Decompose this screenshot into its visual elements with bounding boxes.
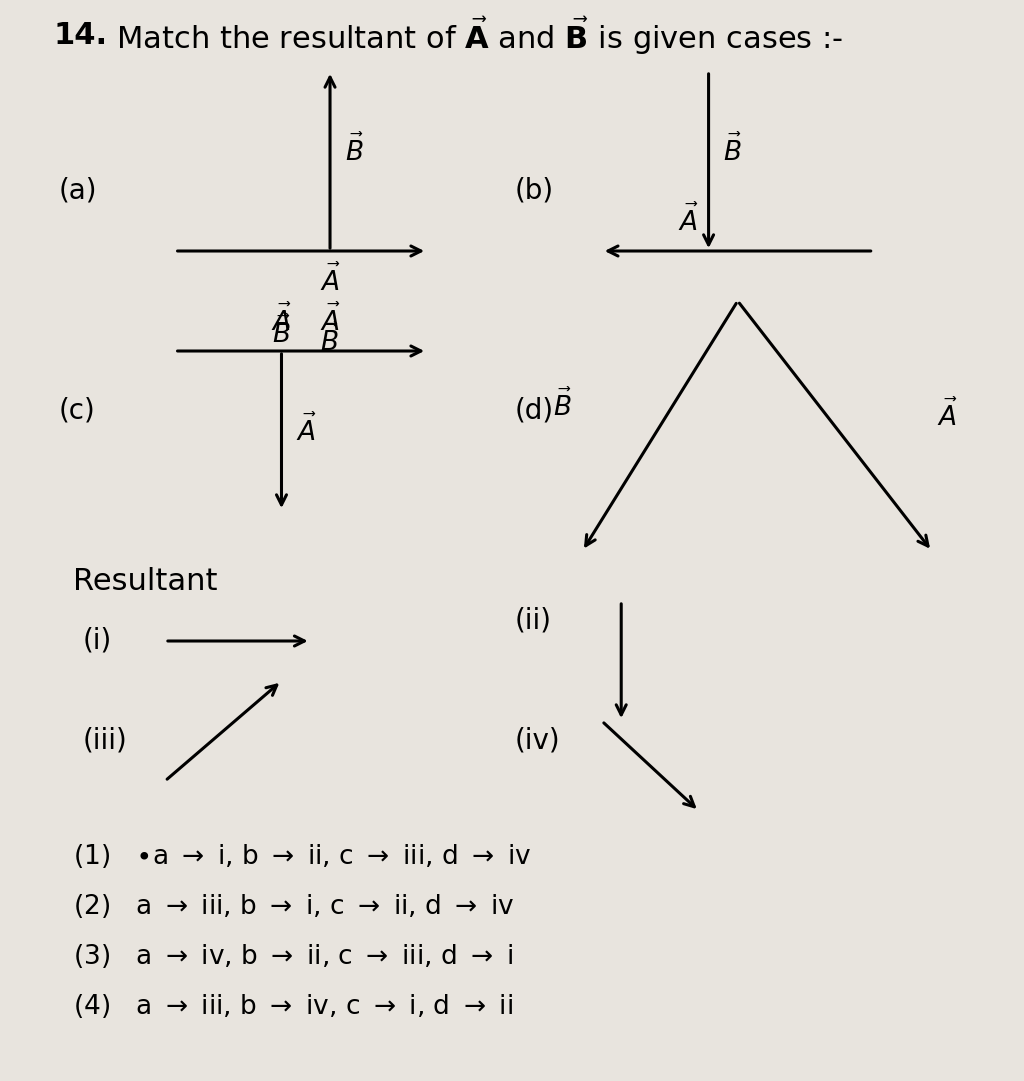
Text: $\vec{A}$: $\vec{A}$ (271, 305, 292, 337)
Text: $\vec{A}$: $\vec{A}$ (321, 305, 341, 337)
Text: (4)   a $\rightarrow$ iii, b $\rightarrow$ iv, c $\rightarrow$ i, d $\rightarrow: (4) a $\rightarrow$ iii, b $\rightarrow$… (73, 992, 513, 1020)
Text: (a): (a) (58, 177, 96, 205)
Text: $\vec{A}$: $\vec{A}$ (678, 204, 698, 237)
Text: $\vec{A}$: $\vec{A}$ (937, 400, 957, 432)
Text: (b): (b) (514, 177, 554, 205)
Text: (ii): (ii) (514, 608, 552, 635)
Text: $\vec{B}$: $\vec{B}$ (723, 135, 742, 168)
Text: (2)   a $\rightarrow$ iii, b $\rightarrow$ i, c $\rightarrow$ ii, d $\rightarrow: (2) a $\rightarrow$ iii, b $\rightarrow$… (73, 892, 514, 920)
Text: (d): (d) (514, 397, 554, 425)
Text: Match the resultant of $\vec{\mathbf{A}}$ and $\vec{\mathbf{B}}$ is given cases : Match the resultant of $\vec{\mathbf{A}}… (97, 15, 843, 57)
Text: 14.: 14. (53, 22, 108, 51)
Text: $\vec{B}$: $\vec{B}$ (345, 135, 364, 168)
Text: $\vec{B}$: $\vec{B}$ (553, 390, 572, 423)
Text: Resultant: Resultant (73, 566, 217, 596)
Text: (3)   a $\rightarrow$ iv, b $\rightarrow$ ii, c $\rightarrow$ iii, d $\rightarro: (3) a $\rightarrow$ iv, b $\rightarrow$ … (73, 942, 513, 970)
Text: (iv): (iv) (514, 728, 560, 755)
Text: $\vec{B}$: $\vec{B}$ (321, 324, 340, 357)
Text: $\vec{B}$: $\vec{B}$ (271, 317, 291, 349)
Text: $\vec{A}$: $\vec{A}$ (296, 415, 316, 448)
Text: (1)   $\bullet$a $\rightarrow$ i, b $\rightarrow$ ii, c $\rightarrow$ iii, d $\r: (1) $\bullet$a $\rightarrow$ i, b $\righ… (73, 842, 531, 870)
Text: (iii): (iii) (83, 728, 127, 755)
Text: (c): (c) (58, 397, 95, 425)
Text: (i): (i) (83, 627, 112, 655)
Text: $\vec{A}$: $\vec{A}$ (319, 265, 340, 297)
